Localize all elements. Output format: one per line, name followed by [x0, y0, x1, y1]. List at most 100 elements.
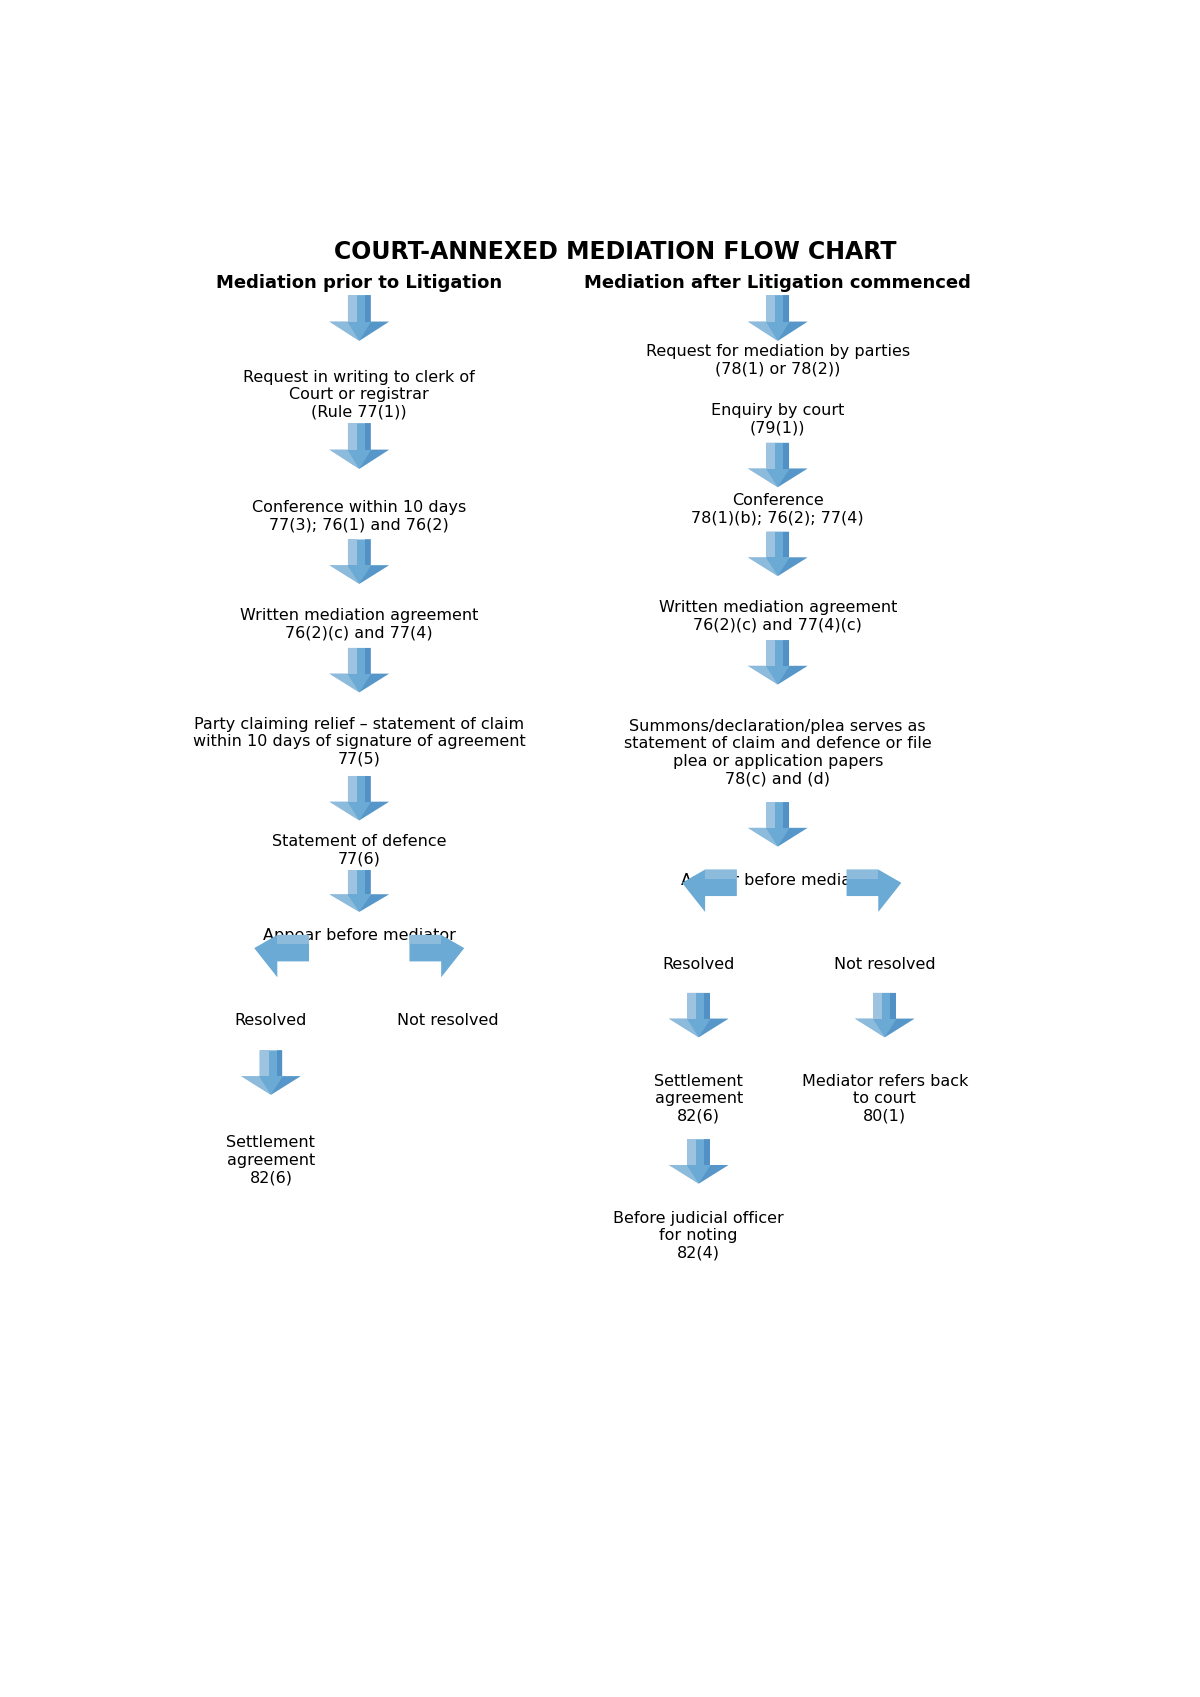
Polygon shape [277, 935, 310, 944]
Polygon shape [330, 423, 389, 468]
Polygon shape [767, 640, 775, 665]
Polygon shape [748, 640, 808, 684]
Polygon shape [890, 993, 896, 1018]
Polygon shape [682, 869, 737, 911]
Text: Settlement
agreement
82(6): Settlement agreement 82(6) [227, 1135, 316, 1185]
Polygon shape [348, 423, 356, 450]
Polygon shape [748, 803, 808, 847]
Text: Resolved: Resolved [235, 1013, 307, 1028]
Text: Resolved: Resolved [662, 957, 734, 972]
Polygon shape [874, 993, 882, 1018]
Polygon shape [767, 443, 775, 468]
Text: Mediation prior to Litigation: Mediation prior to Litigation [216, 275, 503, 292]
Polygon shape [784, 295, 790, 322]
Text: Request for mediation by parties
(78(1) or 78(2)): Request for mediation by parties (78(1) … [646, 344, 910, 377]
Polygon shape [365, 648, 371, 674]
Polygon shape [784, 531, 790, 557]
Polygon shape [748, 665, 778, 684]
Text: Before judicial officer
for noting
82(4): Before judicial officer for noting 82(4) [613, 1212, 784, 1261]
Polygon shape [330, 295, 389, 341]
Polygon shape [348, 776, 356, 801]
Text: Not resolved: Not resolved [834, 957, 936, 972]
Text: Mediation after Litigation commenced: Mediation after Litigation commenced [584, 275, 971, 292]
Polygon shape [330, 894, 359, 911]
Polygon shape [348, 871, 356, 894]
Polygon shape [698, 1018, 728, 1037]
Polygon shape [778, 828, 808, 847]
Polygon shape [688, 993, 696, 1018]
Polygon shape [330, 540, 389, 584]
Polygon shape [365, 423, 371, 450]
Polygon shape [668, 1139, 728, 1185]
Polygon shape [359, 450, 389, 468]
Text: Appear before mediator: Appear before mediator [263, 928, 456, 944]
Polygon shape [778, 557, 808, 575]
Polygon shape [359, 322, 389, 341]
Text: Written mediation agreement
76(2)(c) and 77(4)(c): Written mediation agreement 76(2)(c) and… [659, 601, 896, 633]
Text: Enquiry by court
(79(1)): Enquiry by court (79(1)) [712, 404, 845, 436]
Polygon shape [784, 640, 790, 665]
Text: Written mediation agreement
76(2)(c) and 77(4): Written mediation agreement 76(2)(c) and… [240, 608, 479, 640]
Polygon shape [271, 1076, 301, 1095]
Polygon shape [241, 1050, 301, 1095]
Polygon shape [846, 869, 901, 911]
Polygon shape [748, 468, 778, 487]
Polygon shape [767, 803, 775, 828]
Text: Party claiming relief – statement of claim
within 10 days of signature of agreem: Party claiming relief – statement of cla… [193, 718, 526, 767]
Polygon shape [330, 565, 359, 584]
Polygon shape [767, 295, 775, 322]
Polygon shape [330, 450, 359, 468]
Text: Request in writing to clerk of
Court or registrar
(Rule 77(1)): Request in writing to clerk of Court or … [244, 370, 475, 419]
Polygon shape [748, 295, 808, 341]
Polygon shape [706, 869, 737, 879]
Polygon shape [330, 871, 389, 911]
Polygon shape [241, 1076, 271, 1095]
Text: Conference
78(1)(b); 76(2); 77(4): Conference 78(1)(b); 76(2); 77(4) [691, 494, 864, 526]
Polygon shape [698, 1166, 728, 1185]
Polygon shape [778, 665, 808, 684]
Polygon shape [668, 1018, 698, 1037]
Polygon shape [409, 935, 442, 944]
Polygon shape [778, 468, 808, 487]
Polygon shape [330, 801, 359, 820]
Polygon shape [409, 935, 464, 977]
Polygon shape [254, 935, 310, 977]
Polygon shape [884, 1018, 914, 1037]
Polygon shape [365, 776, 371, 801]
Text: Summons/declaration/plea serves as
statement of claim and defence or file
plea o: Summons/declaration/plea serves as state… [624, 720, 931, 786]
Text: Conference within 10 days
77(3); 76(1) and 76(2): Conference within 10 days 77(3); 76(1) a… [252, 499, 467, 533]
Polygon shape [348, 540, 356, 565]
Polygon shape [767, 531, 775, 557]
Polygon shape [276, 1050, 282, 1076]
Polygon shape [748, 443, 808, 487]
Text: COURT-ANNEXED MEDIATION FLOW CHART: COURT-ANNEXED MEDIATION FLOW CHART [334, 239, 896, 265]
Polygon shape [365, 871, 371, 894]
Polygon shape [778, 322, 808, 341]
Polygon shape [748, 531, 808, 575]
Polygon shape [704, 993, 710, 1018]
Polygon shape [365, 295, 371, 322]
Polygon shape [330, 674, 359, 692]
Polygon shape [784, 443, 790, 468]
Polygon shape [784, 803, 790, 828]
Polygon shape [748, 322, 778, 341]
Text: Settlement
agreement
82(6): Settlement agreement 82(6) [654, 1074, 743, 1123]
Polygon shape [748, 557, 778, 575]
Polygon shape [359, 565, 389, 584]
Polygon shape [668, 993, 728, 1037]
Polygon shape [359, 674, 389, 692]
Polygon shape [330, 648, 389, 692]
Polygon shape [668, 1166, 698, 1185]
Polygon shape [348, 295, 356, 322]
Polygon shape [359, 894, 389, 911]
Text: Not resolved: Not resolved [397, 1013, 498, 1028]
Polygon shape [854, 1018, 884, 1037]
Polygon shape [688, 1139, 696, 1166]
Text: Statement of defence
77(6): Statement of defence 77(6) [272, 835, 446, 867]
Polygon shape [748, 828, 778, 847]
Polygon shape [365, 540, 371, 565]
Polygon shape [846, 869, 878, 879]
Text: Mediator refers back
to court
80(1): Mediator refers back to court 80(1) [802, 1074, 968, 1123]
Polygon shape [704, 1139, 710, 1166]
Polygon shape [348, 648, 356, 674]
